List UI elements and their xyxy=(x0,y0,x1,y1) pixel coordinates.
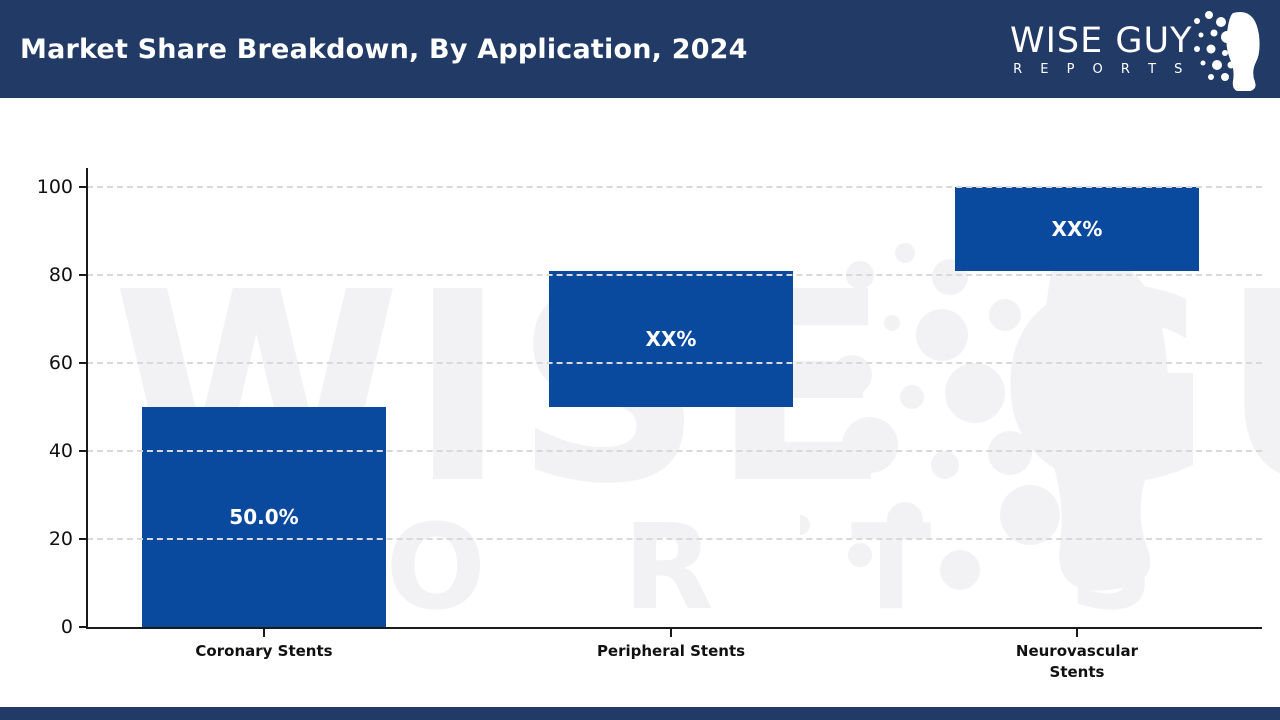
bar-segment-1: 50.0% xyxy=(142,407,386,627)
y-tick-label-0: 0 xyxy=(60,616,73,638)
chart-plot-area: 0 20 40 60 80 100 50.0% Coronary Stents XX% Perip… xyxy=(0,98,1280,707)
x-tick-2 xyxy=(670,629,672,637)
gridline-40 xyxy=(87,450,1262,452)
header-bar: Market Share Breakdown, By Application, … xyxy=(0,0,1280,98)
y-tick-80 xyxy=(79,274,87,276)
logo-reports-label: R E P O R T S xyxy=(1013,61,1190,77)
wise-guy-reports-logo: WISE GUY R E P O R T S xyxy=(1010,6,1266,92)
y-tick-40 xyxy=(79,450,87,452)
bar-segment-3: XX% xyxy=(955,187,1199,271)
page-title: Market Share Breakdown, By Application, … xyxy=(20,33,748,65)
bar-value-label: XX% xyxy=(645,326,697,351)
x-tick-1 xyxy=(263,629,265,637)
bar-segment-2: XX% xyxy=(549,270,793,407)
footer-bar xyxy=(0,707,1280,720)
y-axis-line xyxy=(86,168,88,629)
bar-value-label: XX% xyxy=(1051,216,1103,241)
y-tick-label-80: 80 xyxy=(48,264,73,286)
gridline-60 xyxy=(87,362,1262,364)
y-tick-20 xyxy=(79,538,87,540)
y-tick-60 xyxy=(79,362,87,364)
category-label-2: Peripheral Stents xyxy=(596,642,746,660)
logo-head-icon xyxy=(1193,11,1260,91)
category-label-3: Neurovascular Stents xyxy=(1015,642,1139,681)
x-axis-line xyxy=(86,627,1262,629)
y-tick-label-40: 40 xyxy=(48,440,73,462)
category-label-1: Coronary Stents xyxy=(195,642,333,660)
gridline-100 xyxy=(87,186,1262,188)
y-tick-label-20: 20 xyxy=(48,528,73,550)
logo-text: WISE GUY R E P O R T S xyxy=(1010,22,1193,77)
gridline-20 xyxy=(87,538,1262,540)
x-tick-3 xyxy=(1076,629,1078,637)
y-tick-100 xyxy=(79,186,87,188)
logo-wiseguy-label: WISE GUY xyxy=(1010,20,1193,61)
gridline-80 xyxy=(87,274,1262,276)
bar-value-label: 50.0% xyxy=(229,505,299,529)
y-tick-label-100: 100 xyxy=(36,176,73,198)
y-tick-0 xyxy=(79,626,87,628)
y-tick-label-60: 60 xyxy=(48,352,73,374)
